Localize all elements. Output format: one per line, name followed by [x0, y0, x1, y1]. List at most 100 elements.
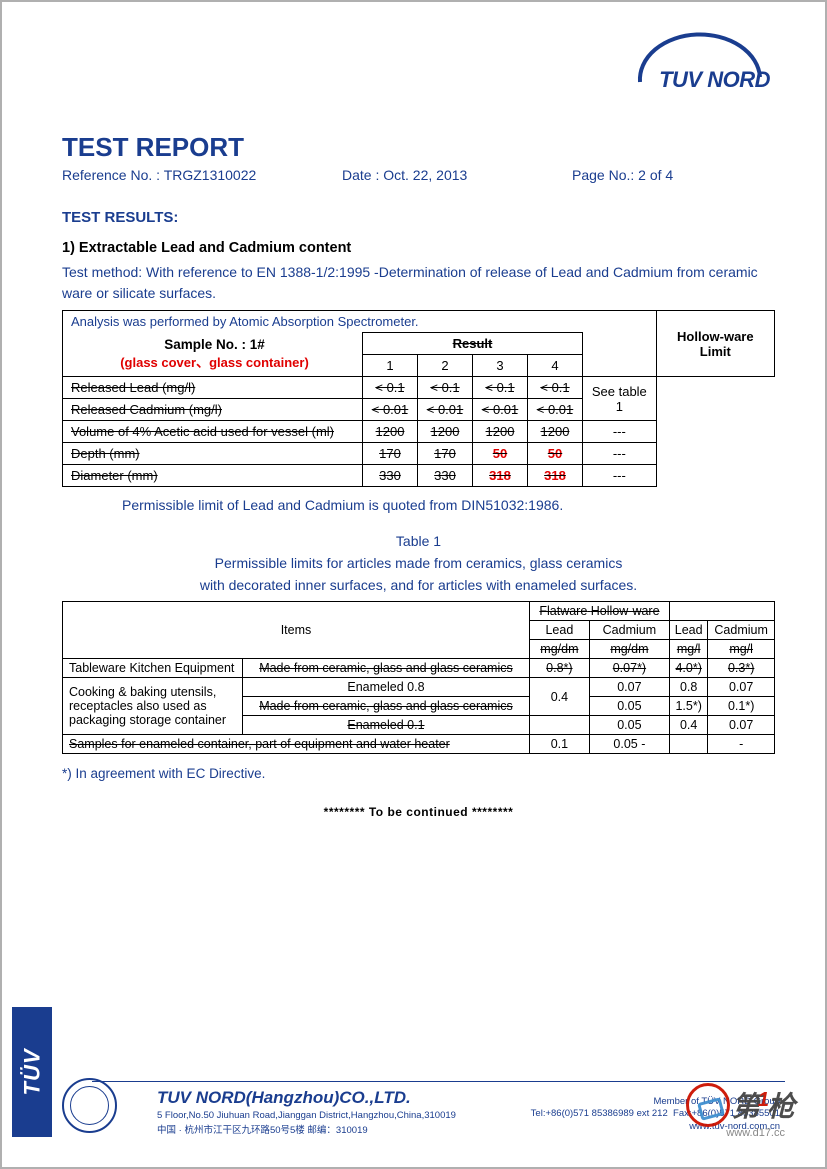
table-row: Samples for enameled container, part of … — [63, 735, 775, 754]
val-cell: 1.5*) — [670, 697, 708, 716]
sub-cell: Enameled 0.8 — [243, 678, 530, 697]
row-value: < 0.1 — [528, 377, 583, 399]
unit-2: mg/dm — [589, 640, 669, 659]
date-value: Oct. 22, 2013 — [383, 167, 467, 183]
watermark-url: www.d17.cc — [726, 1127, 785, 1139]
val-cell: 0.4 — [670, 716, 708, 735]
date-label: Date : — [342, 167, 383, 183]
row-value: 1200 — [528, 421, 583, 443]
val-cell: 0.05 — [589, 697, 669, 716]
row-label: Released Lead (mg/l) — [63, 377, 363, 399]
results-table: Analysis was performed by Atomic Absorpt… — [62, 310, 775, 487]
row-value: 170 — [418, 443, 473, 465]
row-value: 1200 — [363, 421, 418, 443]
flatware-header: Flatware Hollow-ware — [529, 602, 669, 621]
table-row: Cooking & baking utensils, receptacles a… — [63, 678, 775, 697]
val-cell: 0.8 — [670, 678, 708, 697]
row-label: Released Cadmium (mg/l) — [63, 399, 363, 421]
meta-row: Reference No. : TRGZ1310022 Date : Oct. … — [62, 167, 775, 183]
seal-icon — [62, 1078, 117, 1133]
table-row: Tableware Kitchen EquipmentMade from cer… — [63, 659, 775, 678]
page-label: Page No.: — [572, 167, 638, 183]
sub-cell: Made from ceramic, glass and glass ceram… — [243, 659, 530, 678]
val-cell: 0.3*) — [708, 659, 775, 678]
val-cell: 0.1 — [529, 735, 589, 754]
row-value: 1200 — [473, 421, 528, 443]
table-row: Volume of 4% Acetic acid used for vessel… — [63, 421, 775, 443]
items-header: Items — [63, 602, 530, 659]
row-value: 50 — [528, 443, 583, 465]
table-row: Released Cadmium (mg/l)< 0.01< 0.01< 0.0… — [63, 399, 775, 421]
row-value: 330 — [363, 465, 418, 487]
unit-4: mg/l — [708, 640, 775, 659]
row-value: 1200 — [418, 421, 473, 443]
val-cell: 0.8*) — [529, 659, 589, 678]
val-cell: 0.07*) — [589, 659, 669, 678]
val-cell: 4.0*) — [670, 659, 708, 678]
row-value: 318 — [473, 465, 528, 487]
row-value: < 0.1 — [473, 377, 528, 399]
row-label: Diameter (mm) — [63, 465, 363, 487]
cat-cell: Tableware Kitchen Equipment — [63, 659, 243, 678]
cat-cell: Cooking & baking utensils, receptacles a… — [63, 678, 243, 735]
val-cell — [670, 735, 708, 754]
row-limit: See table 1 — [583, 377, 657, 421]
brand-logo: TUV NORD — [630, 32, 770, 93]
tuv-badge: TÜV — [12, 1007, 52, 1137]
col-2: 2 — [418, 355, 473, 377]
watermark-logo: 第1枪 — [686, 1083, 795, 1127]
row-value: < 0.01 — [418, 399, 473, 421]
val-cell: - — [708, 735, 775, 754]
table2-caption1: Permissible limits for articles made fro… — [62, 555, 775, 571]
watermark-badge-icon — [686, 1083, 730, 1127]
row-label: Volume of 4% Acetic acid used for vessel… — [63, 421, 363, 443]
cad-h1: Cadmium — [589, 621, 669, 640]
val-cell: 0.05 - — [589, 735, 669, 754]
analysis-note: Analysis was performed by Atomic Absorpt… — [63, 311, 657, 333]
results-heading: TEST RESULTS: — [62, 209, 775, 226]
item-heading: 1) Extractable Lead and Cadmium content — [62, 240, 775, 256]
wm-t1: 第 — [732, 1091, 760, 1122]
ec-footnote: *) In agreement with EC Directive. — [62, 766, 775, 781]
cad-h2: Cadmium — [708, 621, 775, 640]
report-title: TEST REPORT — [62, 132, 775, 163]
limit-header: Hollow-ware Limit — [656, 311, 774, 377]
lead-h2: Lead — [670, 621, 708, 640]
sample-header: Sample No. : 1# (glass cover、glass conta… — [63, 333, 363, 377]
ref-label: Reference No. : — [62, 167, 164, 183]
val-cell: 0.07 — [708, 716, 775, 735]
unit-1: mg/dm — [529, 640, 589, 659]
col-3: 3 — [473, 355, 528, 377]
val-cell: 0.07 — [589, 678, 669, 697]
permissible-note: Permissible limit of Lead and Cadmium is… — [122, 497, 775, 513]
continued-marker: ******** To be continued ******** — [62, 805, 775, 819]
row-value: < 0.01 — [363, 399, 418, 421]
cat-cell: Samples for enameled container, part of … — [63, 735, 530, 754]
limits-table: Items Flatware Hollow-ware Lead Cadmium … — [62, 601, 775, 754]
row-label: Depth (mm) — [63, 443, 363, 465]
val-cell: 0.05 — [589, 716, 669, 735]
row-value: < 0.1 — [418, 377, 473, 399]
row-value: < 0.01 — [473, 399, 528, 421]
row-limit: --- — [583, 443, 657, 465]
lead-h1: Lead — [529, 621, 589, 640]
row-value: 318 — [528, 465, 583, 487]
tel: Tel:+86(0)571 85386989 ext 212 — [531, 1108, 668, 1119]
test-method: Test method: With reference to EN 1388-1… — [62, 262, 775, 304]
row-value: < 0.01 — [528, 399, 583, 421]
table2-title: Table 1 — [62, 533, 775, 549]
row-value: < 0.1 — [363, 377, 418, 399]
table-row: Released Lead (mg/l)< 0.1< 0.1< 0.1< 0.1… — [63, 377, 775, 399]
unit-3: mg/l — [670, 640, 708, 659]
row-value: 330 — [418, 465, 473, 487]
sub-cell: Enameled 0.1 — [243, 716, 530, 735]
row-value: 170 — [363, 443, 418, 465]
val-cell: 0.4 — [529, 678, 589, 716]
sub-cell: Made from ceramic, glass and glass ceram… — [243, 697, 530, 716]
row-value: 50 — [473, 443, 528, 465]
val-cell: 0.07 — [708, 678, 775, 697]
table2-caption2: with decorated inner surfaces, and for a… — [62, 577, 775, 593]
sample-no: Sample No. : 1# — [164, 337, 265, 352]
result-header: Result — [363, 333, 583, 355]
row-limit: --- — [583, 465, 657, 487]
